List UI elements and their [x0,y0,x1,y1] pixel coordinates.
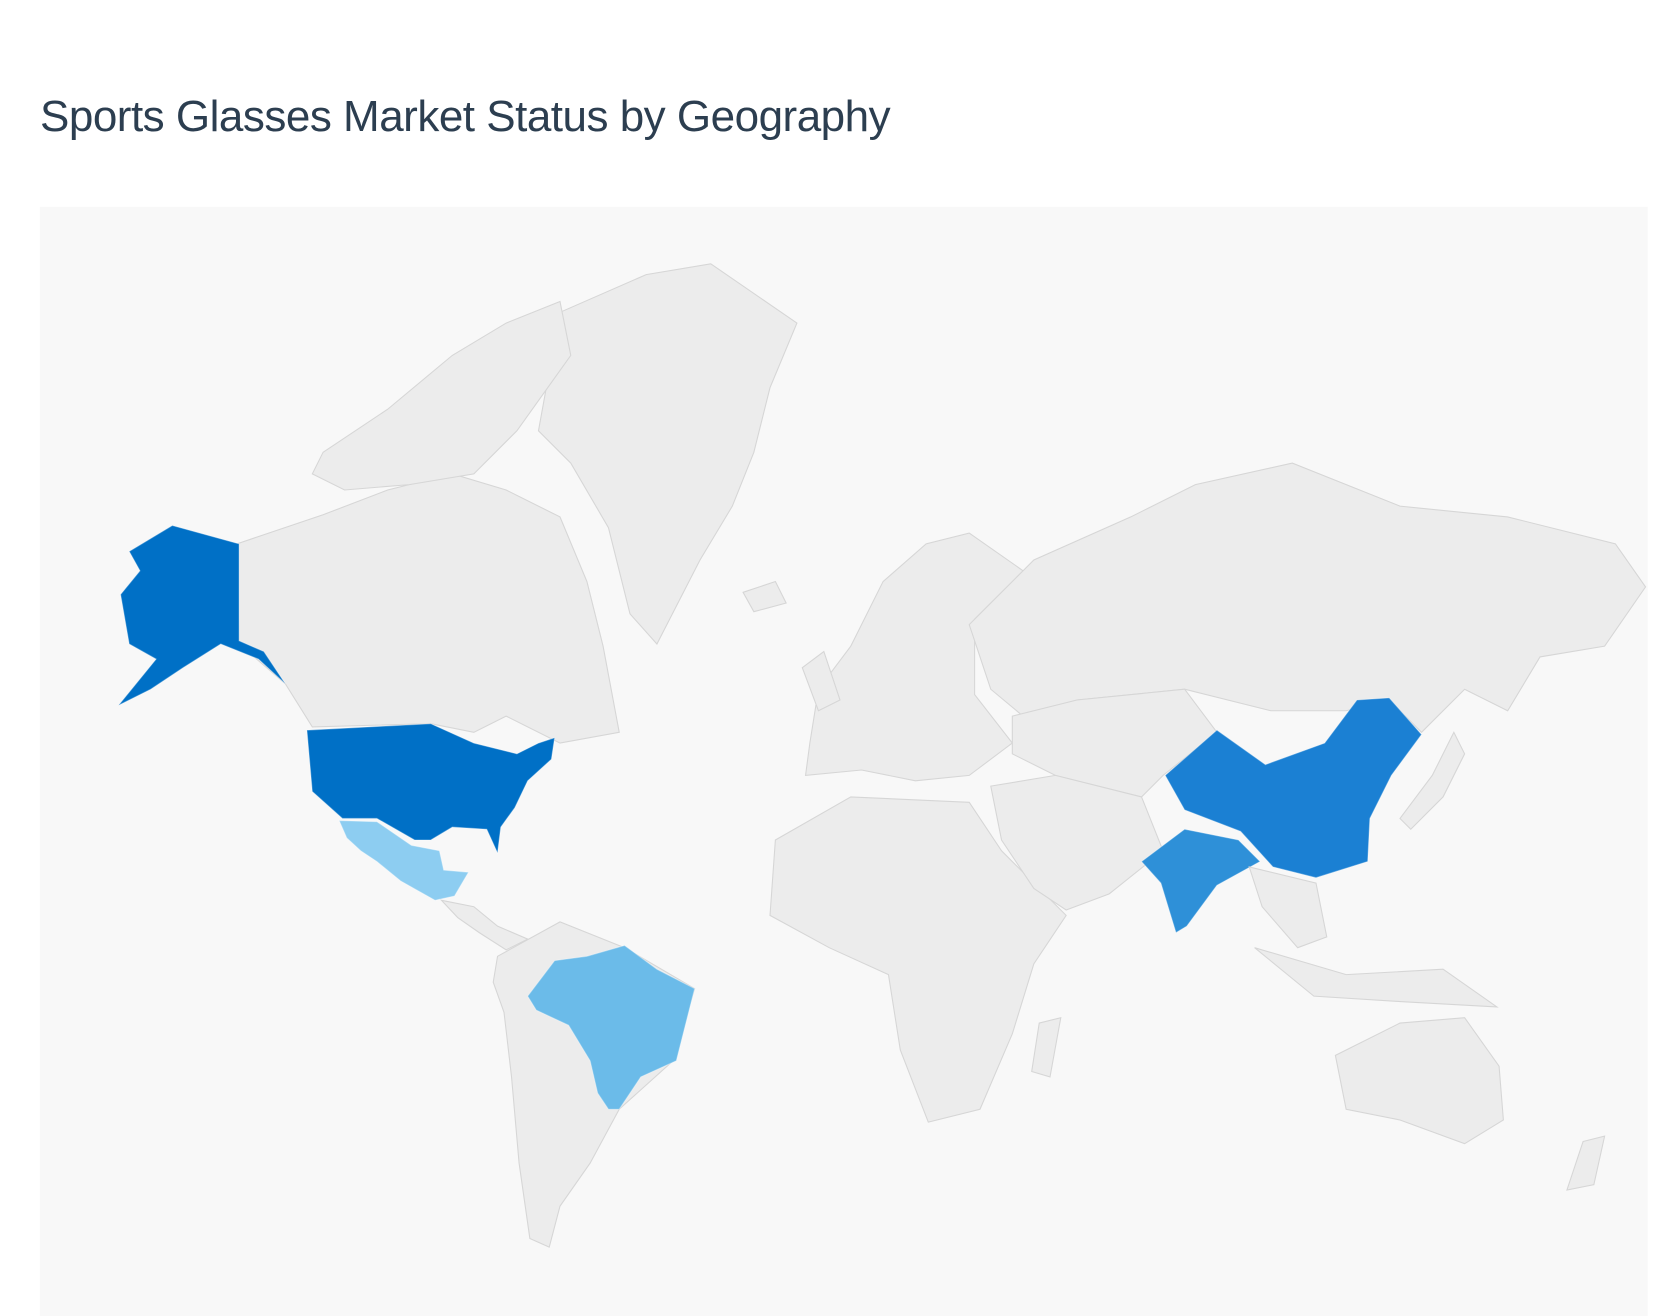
region-australia[interactable] [1334,1017,1504,1145]
region-india[interactable] [1140,828,1261,934]
region-indonesia[interactable] [1254,947,1499,1008]
region-brazil[interactable] [527,944,696,1110]
region-new-zealand[interactable] [1566,1135,1606,1191]
region-uk[interactable] [801,650,841,712]
region-united-states[interactable] [306,723,556,855]
region-central-america[interactable] [439,899,529,951]
region-se-asia[interactable] [1248,866,1328,949]
region-canada-islands[interactable] [311,300,572,491]
region-china[interactable] [1164,697,1423,879]
region-mexico[interactable] [338,820,470,901]
region-middle-east[interactable] [990,774,1164,911]
region-africa[interactable] [769,796,1067,1123]
region-central-asia[interactable] [1011,688,1218,798]
page-title: Sports Glasses Market Status by Geograph… [40,92,891,141]
region-greenland[interactable] [537,263,798,645]
region-japan[interactable] [1399,731,1466,830]
region-madagascar[interactable] [1031,1016,1062,1078]
region-europe[interactable] [804,532,1024,782]
region-alaska[interactable] [118,524,286,706]
region-iceland[interactable] [742,580,787,613]
